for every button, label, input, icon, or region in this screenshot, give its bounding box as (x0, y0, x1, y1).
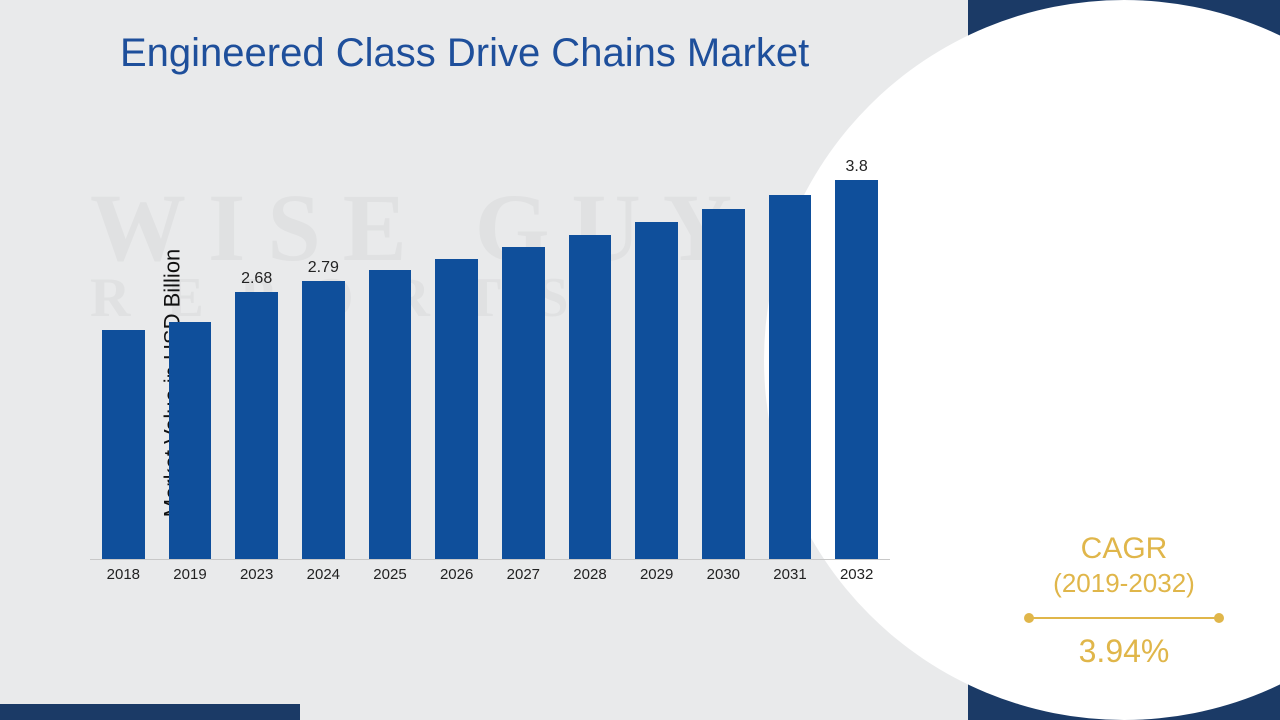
x-tick-label: 2031 (769, 566, 812, 583)
brand-line1: WISE GUY (1033, 22, 1256, 56)
bar (235, 292, 278, 560)
bar (502, 247, 545, 560)
x-tick-label: 2025 (369, 566, 412, 583)
bar-slot: 2027 (502, 160, 545, 560)
bar (569, 235, 612, 560)
plot-region: 2018 2019 2.682023 2.792024 2025 2026 2027 2028… (90, 160, 890, 560)
x-tick-label: 2029 (635, 566, 678, 583)
cagr-divider (1029, 617, 1219, 619)
chart-title: Engineered Class Drive Chains Market (120, 30, 809, 76)
bar-slot: 2025 (369, 160, 412, 560)
cagr-title: CAGR (968, 532, 1280, 566)
bar-slot: 2026 (435, 160, 478, 560)
x-tick-label: 2030 (702, 566, 745, 583)
bar-slot: 2.792024 (302, 160, 345, 560)
cagr-period: (2019-2032) (968, 568, 1280, 599)
bar (769, 195, 812, 560)
x-tick-label: 2028 (569, 566, 612, 583)
chart-area: Engineered Class Drive Chains Market WIS… (0, 0, 968, 720)
x-axis-baseline (90, 559, 890, 560)
bar (102, 330, 145, 560)
bar-value-label: 3.8 (835, 158, 878, 176)
x-tick-label: 2024 (302, 566, 345, 583)
bottom-accent-strip (0, 704, 300, 720)
brand-logo: WISE GUY R E P O R T S (1033, 22, 1256, 76)
cagr-block: CAGR (2019-2032) 3.94% (968, 532, 1280, 670)
brand-line2: R E P O R T S (1033, 58, 1256, 76)
bar (302, 281, 345, 560)
bars-container: 2018 2019 2.682023 2.792024 2025 2026 2027 2028… (90, 160, 890, 560)
cagr-value: 3.94% (968, 633, 1280, 670)
bar-slot: 2030 (702, 160, 745, 560)
bar (635, 222, 678, 560)
bar (702, 209, 745, 560)
bar-value-label: 2.68 (235, 270, 278, 288)
bar-slot: 2028 (569, 160, 612, 560)
bar (835, 180, 878, 560)
bar-slot: 2031 (769, 160, 812, 560)
x-tick-label: 2018 (102, 566, 145, 583)
x-tick-label: 2027 (502, 566, 545, 583)
bar-slot: 2029 (635, 160, 678, 560)
bar-slot: 2.682023 (235, 160, 278, 560)
x-tick-label: 2026 (435, 566, 478, 583)
bar-slot: 2018 (102, 160, 145, 560)
bar (435, 259, 478, 560)
bar-slot: 2019 (169, 160, 212, 560)
x-tick-label: 2019 (169, 566, 212, 583)
bar-value-label: 2.79 (302, 259, 345, 277)
x-tick-label: 2023 (235, 566, 278, 583)
bar (369, 270, 412, 560)
x-tick-label: 2032 (835, 566, 878, 583)
infographic-canvas: Engineered Class Drive Chains Market WIS… (0, 0, 1280, 720)
bar-slot: 3.82032 (835, 160, 878, 560)
bar (169, 322, 212, 560)
